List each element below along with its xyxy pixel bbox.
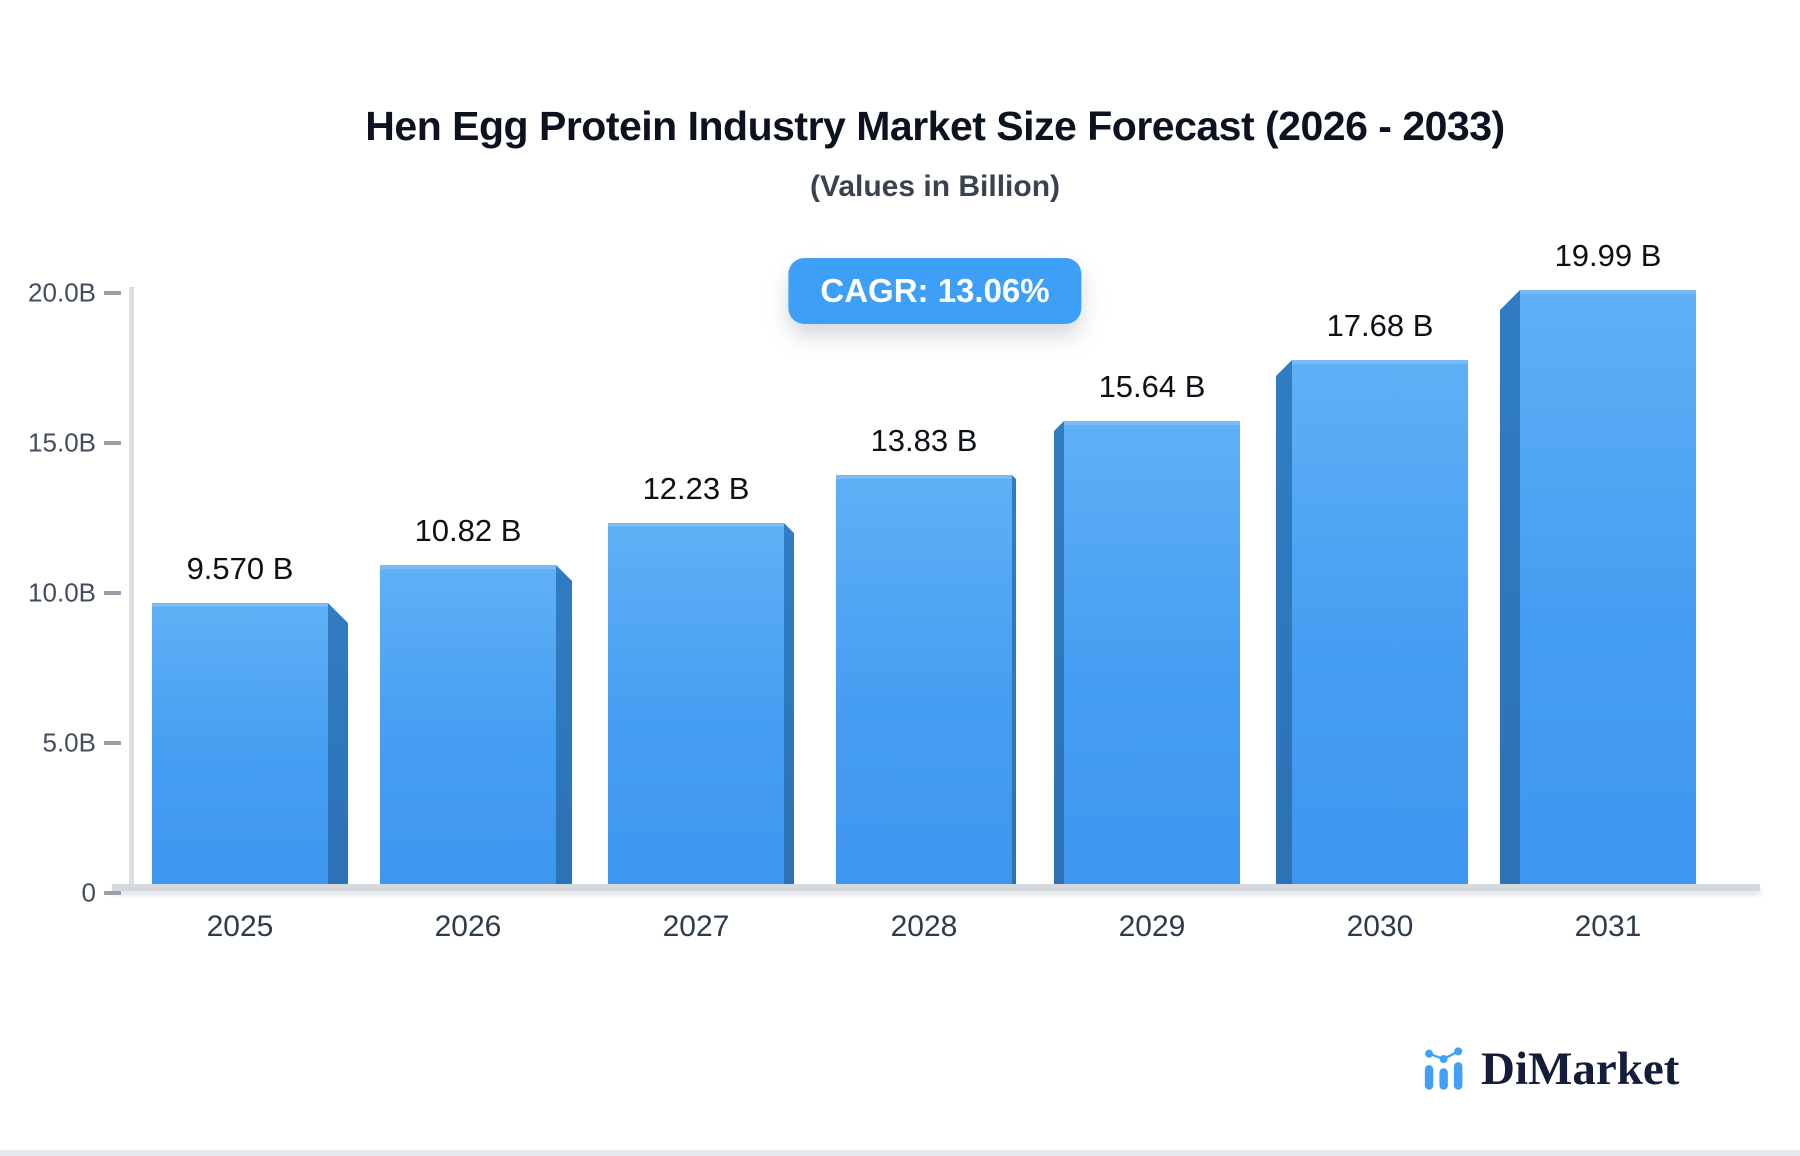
bar-2025: [152, 603, 328, 884]
x-tick-label: 2031: [1574, 910, 1642, 943]
brand-name: DiMarket: [1481, 1043, 1680, 1095]
bar-side-face: [328, 603, 348, 884]
chart-title: Hen Egg Protein Industry Market Size For…: [365, 103, 1505, 149]
bar-chart-trend-icon: [1421, 1046, 1467, 1092]
bar-value-label: 13.83 B: [870, 423, 978, 458]
x-tick-label: 2030: [1346, 910, 1414, 943]
y-tick-mark: [104, 891, 121, 895]
brand-logo[interactable]: DiMarket: [1421, 1042, 1679, 1096]
y-tick-label: 20.0B: [28, 277, 96, 308]
bar-value-label: 10.82 B: [414, 513, 522, 548]
y-tick-mark: [104, 441, 121, 445]
bar-2029: [1064, 421, 1240, 884]
bar-value-label: 9.570 B: [186, 551, 294, 586]
y-axis-line: [129, 287, 134, 884]
x-tick-label: 2029: [1118, 910, 1186, 943]
bar-2028: [836, 475, 1012, 884]
x-tick-label: 2025: [206, 910, 274, 943]
x-axis-baseline: [112, 884, 1760, 891]
x-tick-label: 2026: [434, 910, 502, 943]
bar-side-face: [1012, 475, 1016, 884]
bar-2031: [1520, 290, 1696, 884]
bar-value-label: 12.23 B: [642, 471, 750, 506]
y-tick-mark: [104, 591, 121, 595]
bar-side-face: [784, 523, 794, 884]
x-tick-label: 2028: [890, 910, 958, 943]
bar-side-face: [1276, 360, 1292, 884]
bar-value-label: 15.64 B: [1098, 369, 1206, 404]
y-tick-mark: [104, 741, 121, 745]
cagr-badge: CAGR: 13.06%: [788, 258, 1082, 324]
y-tick-label: 5.0B: [42, 727, 97, 758]
bar-side-face: [556, 565, 572, 884]
y-tick-label: 15.0B: [28, 427, 96, 458]
bar-value-label: 19.99 B: [1554, 238, 1662, 273]
bar-side-face: [1500, 290, 1520, 884]
chart-subtitle: (Values in Billion): [809, 170, 1061, 203]
page-bottom-edge: [0, 1150, 1800, 1156]
bar-value-label: 17.68 B: [1326, 308, 1434, 343]
y-tick-label: 0: [81, 877, 96, 908]
bar-2030: [1292, 360, 1468, 884]
x-tick-label: 2027: [662, 910, 730, 943]
bar-2027: [608, 523, 784, 884]
y-tick-label: 10.0B: [28, 577, 96, 608]
y-tick-mark: [104, 291, 121, 295]
bar-side-face: [1054, 421, 1064, 884]
bar-2026: [380, 565, 556, 884]
